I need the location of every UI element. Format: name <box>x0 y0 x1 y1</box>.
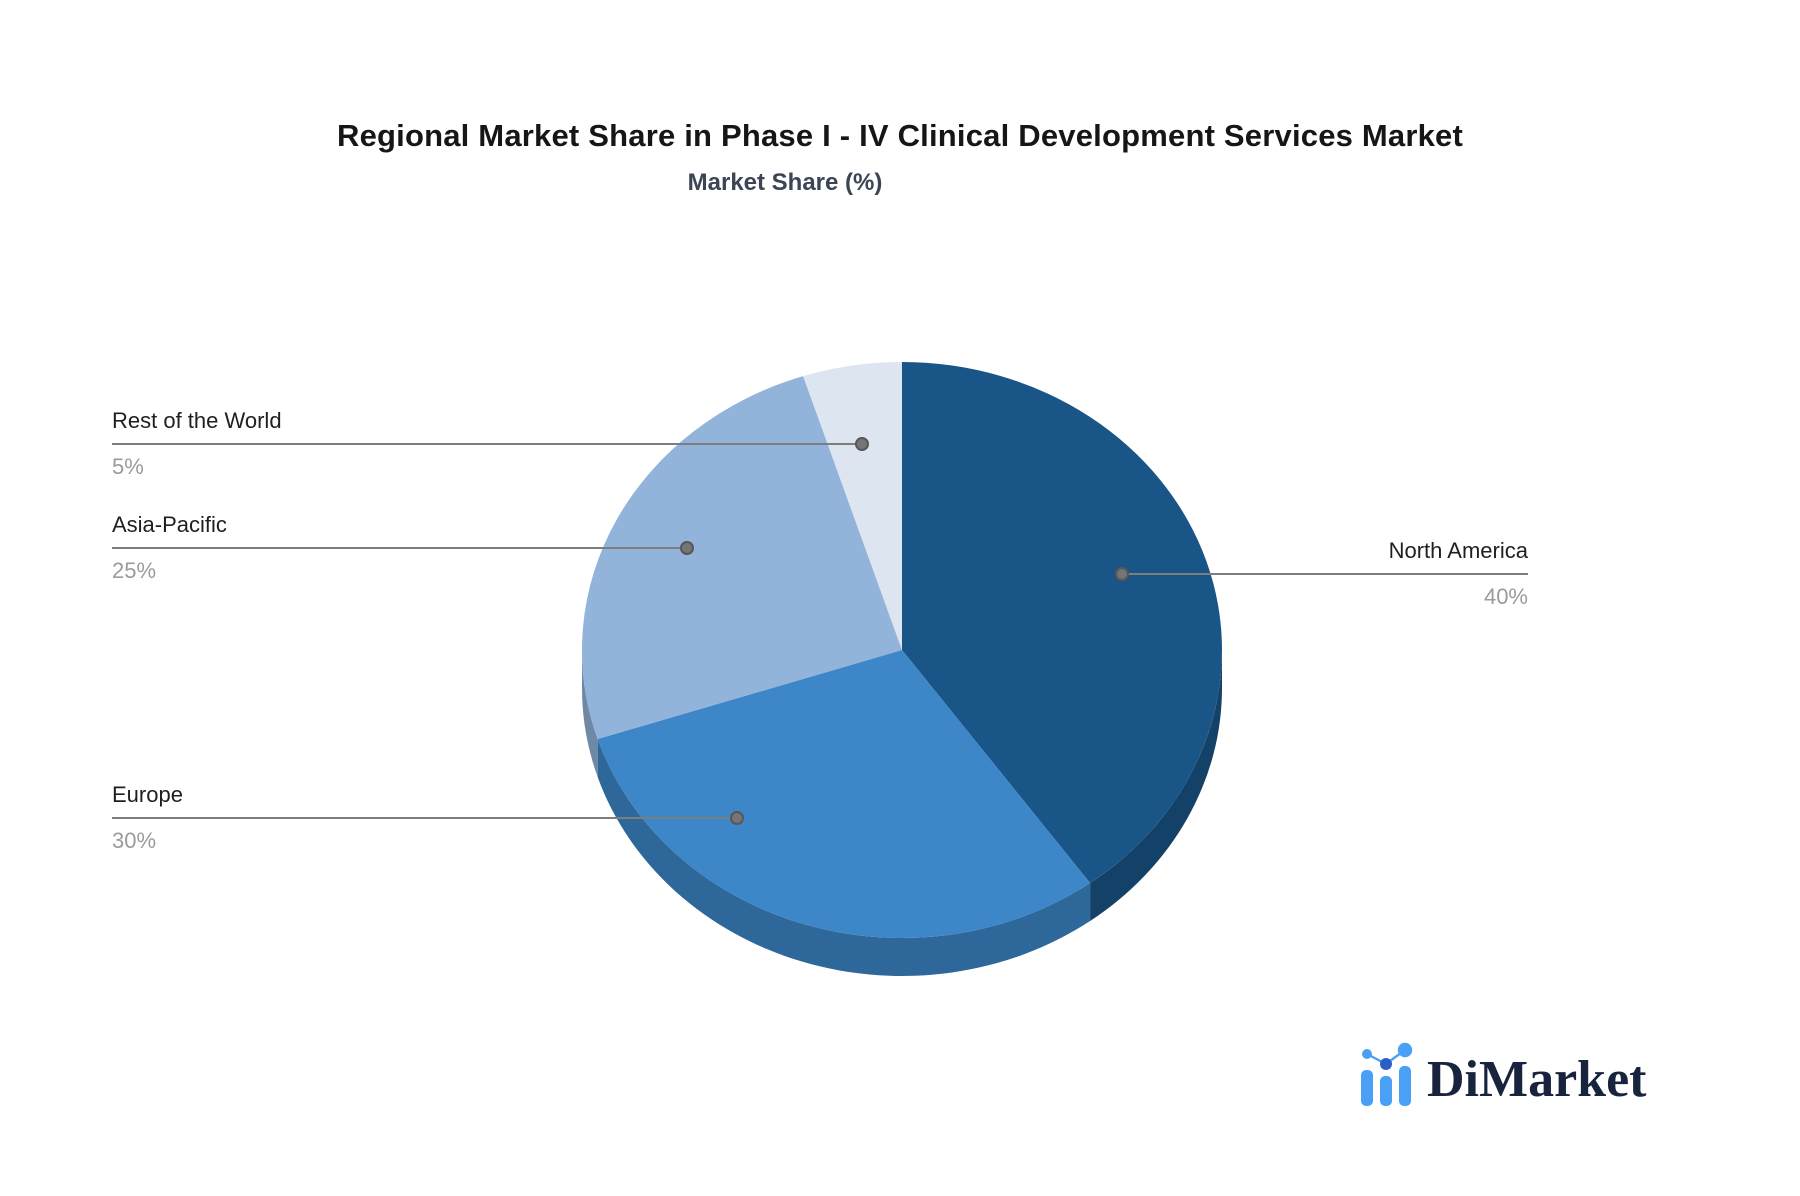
leader-dot <box>730 811 744 825</box>
pie-slice-side-europe <box>597 738 1091 977</box>
slice-value: 40% <box>1483 584 1528 609</box>
slice-label: Asia-Pacific <box>112 512 227 537</box>
leader-line <box>112 541 694 555</box>
slice-label: Rest of the World <box>112 408 282 433</box>
slice-label: North America <box>1388 538 1528 563</box>
bar-line-chart-icon <box>1361 1042 1413 1106</box>
pie-slice-europe[interactable] <box>597 650 1091 938</box>
leader-line <box>1115 567 1528 581</box>
leader-line <box>112 437 869 451</box>
pie-slice-asia-pacific[interactable] <box>582 376 902 739</box>
leader-line <box>112 811 744 825</box>
slice-value: 5% <box>112 454 144 479</box>
pie-slice-rest-of-the-world[interactable] <box>803 362 902 650</box>
leader-dot <box>1115 567 1129 581</box>
chart-title: Regional Market Share in Phase I - IV Cl… <box>336 118 1464 153</box>
slice-value: 25% <box>112 558 157 583</box>
leader-dot <box>855 437 869 451</box>
label-north-america: North America 40% <box>1115 538 1528 610</box>
brand-name: DiMarket <box>1427 1051 1647 1108</box>
dimarket-logo: DiMarket <box>1355 1040 1646 1106</box>
chart-subtitle: Market Share (%) <box>687 169 883 196</box>
leader-dot <box>680 541 694 555</box>
pie-slice-side-north-america <box>1090 650 1222 921</box>
label-asia-pacific: Asia-Pacific 25% <box>112 512 694 584</box>
pie-slice-north-america[interactable] <box>902 362 1222 883</box>
slice-label: Europe <box>112 782 183 807</box>
label-europe: Europe 30% <box>112 782 744 854</box>
slice-value: 30% <box>112 828 157 853</box>
label-rest-of-the-world: Rest of the World 5% <box>112 408 869 480</box>
pie-slice-side-asia-pacific <box>582 650 598 777</box>
